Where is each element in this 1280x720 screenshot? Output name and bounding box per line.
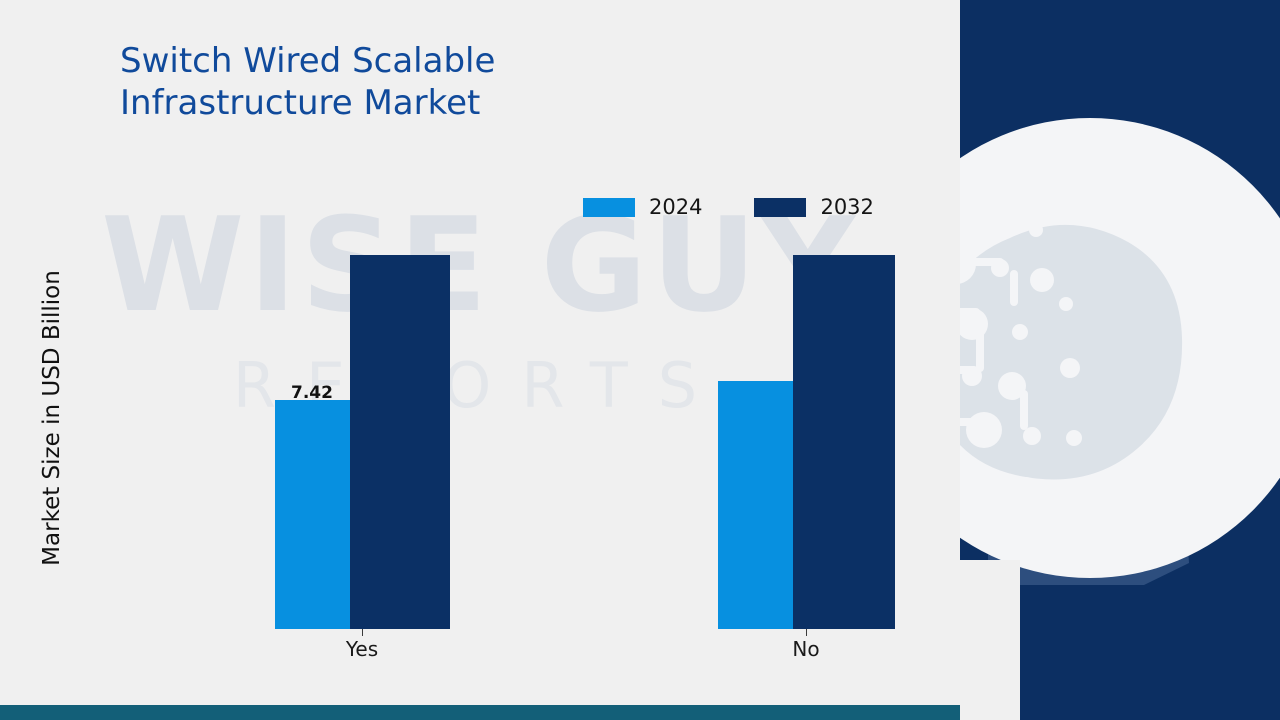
page-title-line-1: Switch Wired Scalable: [120, 41, 496, 81]
bottom-accent-bar: [0, 705, 960, 720]
x-axis-tick-yes: [362, 629, 363, 636]
bar-no-2032: [793, 255, 895, 629]
legend-swatch-2024: [583, 197, 635, 217]
x-axis-tick-no: [806, 629, 807, 636]
legend-label-2024: 2024: [649, 195, 703, 219]
bar-no-2024: [718, 381, 793, 629]
page-title: Switch Wired Scalable Infrastructure Mar…: [120, 40, 740, 124]
brain-network-icon: [960, 187, 1183, 503]
x-axis-label-no: No: [792, 637, 820, 661]
page-title-line-2: Infrastructure Market: [120, 83, 481, 123]
legend-label-2032: 2032: [820, 195, 874, 219]
bar-value-label-yes-2024: 7.42: [291, 383, 333, 403]
plot-area: Market Size in USD Billion 7.42 Yes No 2…: [39, 193, 895, 661]
chart-legend: 2024 2032: [583, 193, 874, 221]
legend-item-2032[interactable]: 2032: [754, 195, 874, 219]
x-axis-label-yes: Yes: [345, 637, 379, 661]
legend-item-2024[interactable]: 2024: [583, 195, 754, 219]
legend-swatch-2032: [754, 197, 807, 217]
y-axis-title: Market Size in USD Billion: [39, 270, 65, 566]
bar-yes-2024: [275, 400, 350, 629]
bar-yes-2032: [350, 255, 450, 629]
panel-corner-cut: [960, 560, 1020, 720]
brand-panel: WISE GUY R E P O R T S: [960, 0, 1280, 720]
